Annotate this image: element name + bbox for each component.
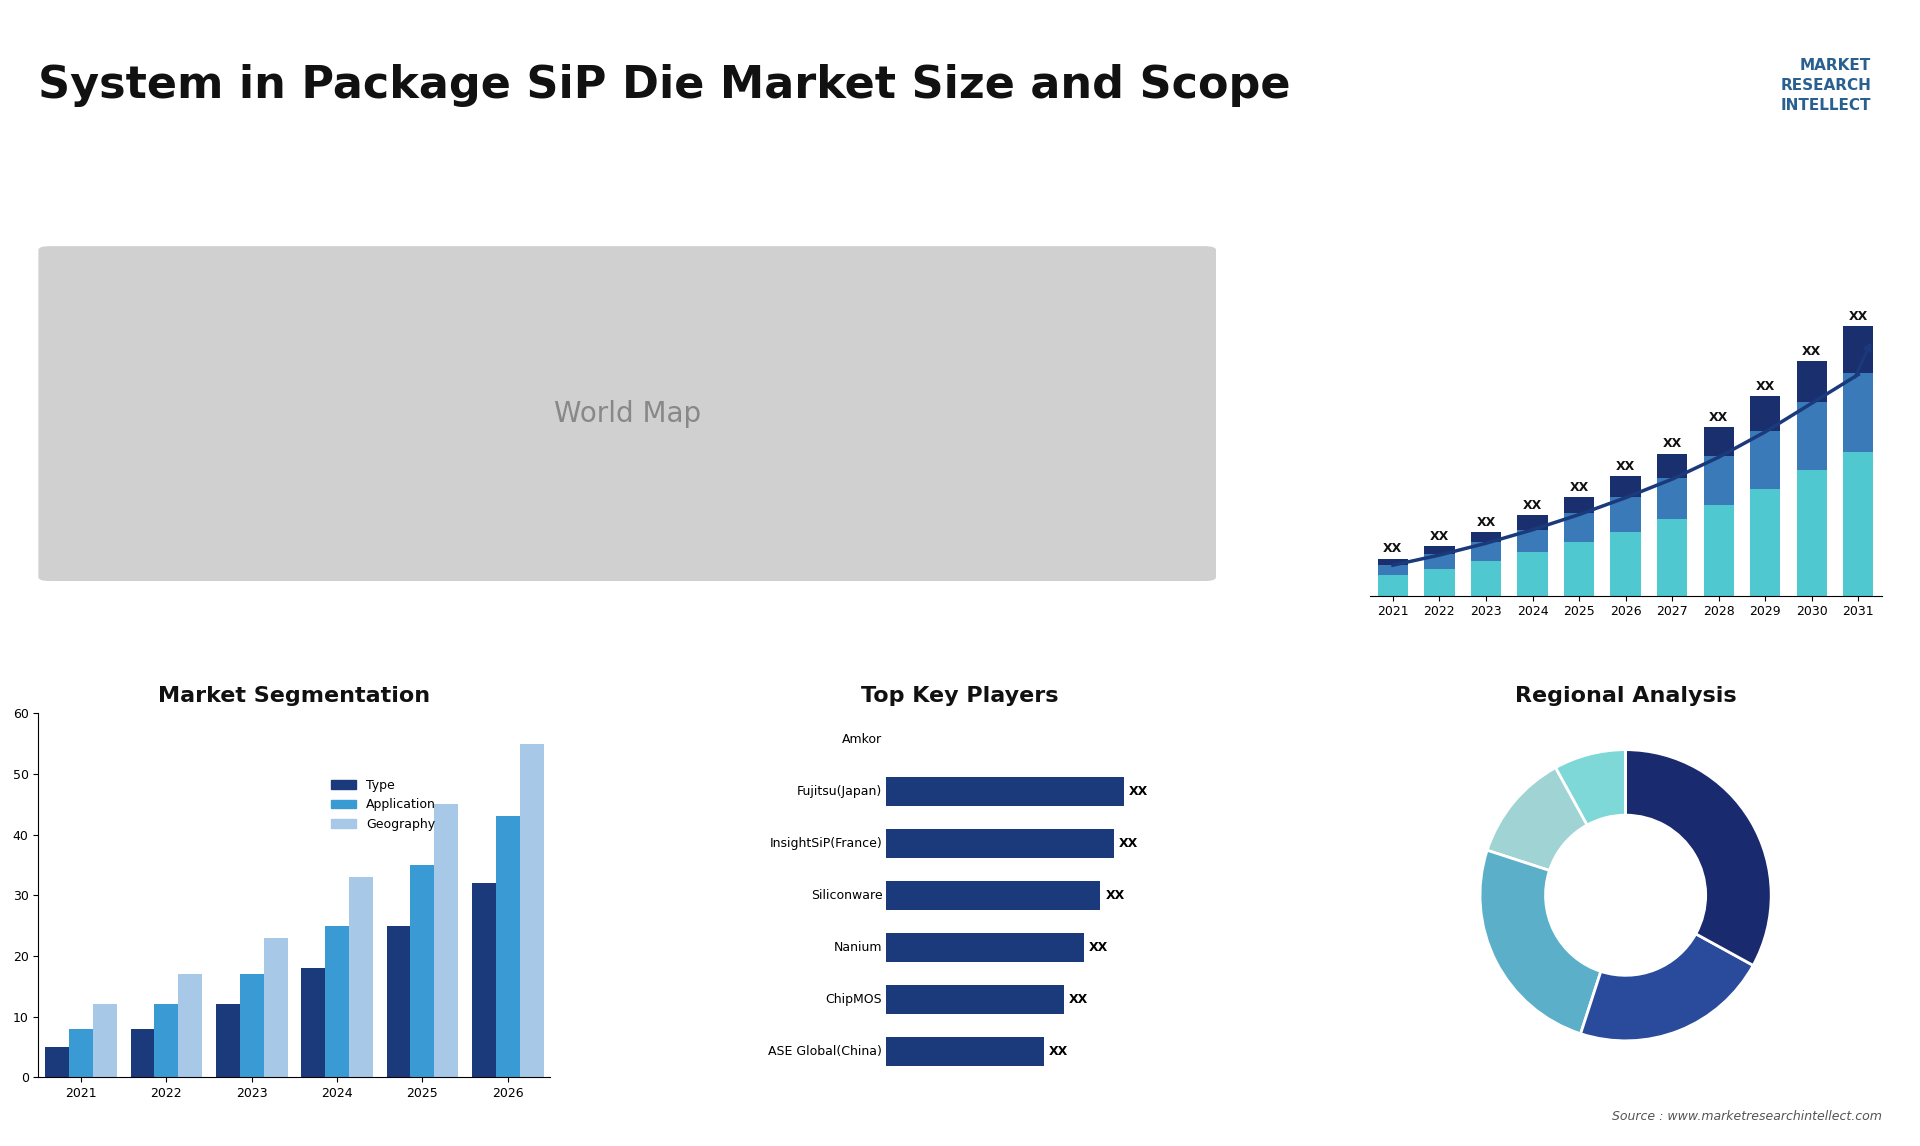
Bar: [215, 1004, 240, 1077]
Text: XX: XX: [1382, 542, 1402, 556]
Text: XX: XX: [1089, 941, 1108, 953]
Bar: [885, 881, 1100, 910]
Wedge shape: [1555, 749, 1626, 825]
Bar: [1425, 555, 1455, 568]
Text: XX: XX: [1755, 379, 1774, 393]
Text: XX: XX: [1803, 345, 1822, 358]
Bar: [411, 865, 434, 1077]
Title: Market Segmentation: Market Segmentation: [157, 686, 430, 706]
Legend: Type, Application, Geography: Type, Application, Geography: [326, 774, 442, 835]
Bar: [1657, 519, 1688, 596]
Text: Siliconware: Siliconware: [810, 889, 883, 902]
Bar: [1611, 532, 1642, 596]
Bar: [885, 1037, 1044, 1066]
Bar: [46, 1047, 69, 1077]
Bar: [1425, 568, 1455, 596]
Text: XX: XX: [1119, 837, 1139, 849]
Text: XX: XX: [1617, 461, 1636, 473]
Bar: [1379, 565, 1407, 575]
Text: Amkor: Amkor: [843, 732, 883, 746]
Bar: [1611, 477, 1642, 496]
Text: System in Package SiP Die Market Size and Scope: System in Package SiP Die Market Size an…: [38, 64, 1290, 107]
Bar: [240, 974, 263, 1077]
Wedge shape: [1580, 934, 1753, 1041]
Bar: [1379, 575, 1407, 596]
Bar: [885, 829, 1114, 857]
Bar: [301, 968, 324, 1077]
Bar: [1471, 542, 1501, 560]
Bar: [1657, 454, 1688, 478]
Bar: [1751, 397, 1780, 431]
Bar: [885, 777, 1123, 806]
Text: XX: XX: [1523, 500, 1542, 512]
Text: ASE Global(China): ASE Global(China): [768, 1045, 883, 1058]
Bar: [1565, 542, 1594, 596]
FancyBboxPatch shape: [38, 246, 1215, 581]
Bar: [131, 1029, 154, 1077]
Text: XX: XX: [1430, 531, 1450, 543]
Bar: [1517, 529, 1548, 552]
Text: Nanium: Nanium: [833, 941, 883, 953]
Bar: [69, 1029, 92, 1077]
Wedge shape: [1480, 850, 1601, 1034]
Bar: [1703, 505, 1734, 596]
Bar: [1471, 532, 1501, 542]
Text: Source : www.marketresearchintellect.com: Source : www.marketresearchintellect.com: [1611, 1110, 1882, 1123]
Bar: [324, 926, 349, 1077]
Bar: [1565, 496, 1594, 513]
Bar: [1751, 431, 1780, 488]
Bar: [1565, 513, 1594, 542]
Text: XX: XX: [1106, 889, 1125, 902]
Text: XX: XX: [1849, 309, 1868, 323]
Bar: [885, 984, 1064, 1013]
Bar: [1843, 374, 1874, 452]
Text: Fujitsu(Japan): Fujitsu(Japan): [797, 785, 883, 798]
Bar: [1703, 456, 1734, 505]
Bar: [1797, 402, 1828, 470]
Text: InsightSiP(France): InsightSiP(France): [770, 837, 883, 849]
Title: Regional Analysis: Regional Analysis: [1515, 686, 1736, 706]
Bar: [92, 1004, 117, 1077]
Wedge shape: [1626, 749, 1770, 965]
Title: Top Key Players: Top Key Players: [862, 686, 1058, 706]
Text: World Map: World Map: [553, 400, 701, 427]
Bar: [1843, 325, 1874, 374]
Bar: [1797, 361, 1828, 402]
Text: MARKET
RESEARCH
INTELLECT: MARKET RESEARCH INTELLECT: [1780, 58, 1872, 113]
Text: XX: XX: [1663, 438, 1682, 450]
Bar: [1657, 478, 1688, 519]
Bar: [1517, 516, 1548, 529]
Bar: [434, 804, 459, 1077]
Bar: [495, 816, 520, 1077]
Bar: [263, 937, 288, 1077]
Text: ChipMOS: ChipMOS: [826, 992, 883, 1006]
Bar: [1751, 488, 1780, 596]
Bar: [1703, 426, 1734, 456]
Wedge shape: [1488, 768, 1588, 871]
Bar: [1843, 452, 1874, 596]
Text: XX: XX: [1048, 1045, 1068, 1058]
Bar: [472, 884, 495, 1077]
Text: XX: XX: [1069, 992, 1089, 1006]
Bar: [349, 877, 372, 1077]
Bar: [1425, 547, 1455, 555]
Bar: [1517, 552, 1548, 596]
Text: XX: XX: [1709, 410, 1728, 424]
Bar: [154, 1004, 179, 1077]
Bar: [1797, 470, 1828, 596]
Bar: [179, 974, 202, 1077]
Bar: [885, 933, 1085, 961]
Bar: [1611, 496, 1642, 532]
Circle shape: [1546, 815, 1705, 975]
Bar: [1379, 558, 1407, 565]
Bar: [386, 926, 411, 1077]
Bar: [520, 744, 543, 1077]
Text: XX: XX: [1129, 785, 1148, 798]
Text: XX: XX: [1476, 516, 1496, 528]
Text: XX: XX: [1569, 480, 1588, 494]
Bar: [1471, 560, 1501, 596]
